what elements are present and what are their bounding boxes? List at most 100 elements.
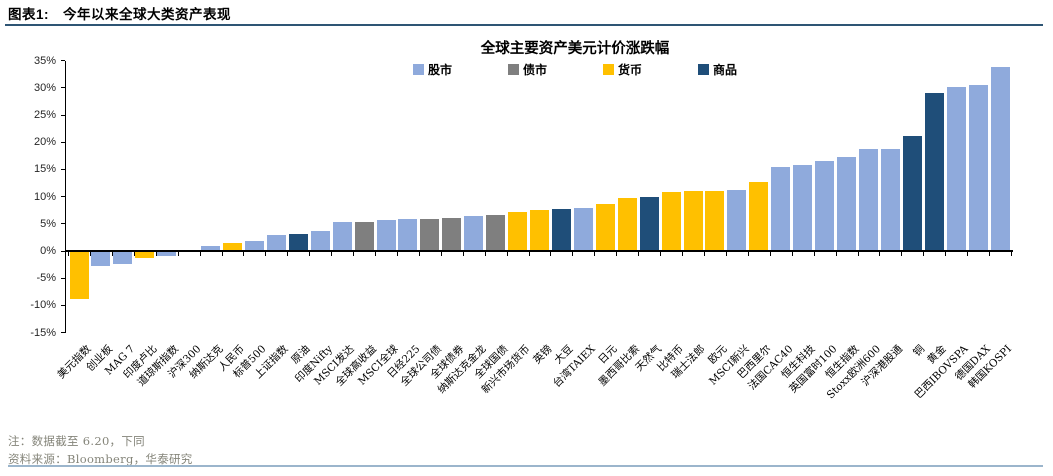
y-axis-tick-label: 30% — [33, 81, 56, 94]
bar — [771, 167, 791, 251]
bar — [486, 215, 506, 251]
x-axis-tick — [901, 252, 903, 256]
x-axis-tick — [418, 252, 420, 256]
bar — [113, 251, 133, 265]
footnote: 注：数据截至 6.20，下同 — [8, 434, 145, 448]
x-axis-tick — [682, 252, 684, 256]
bar — [902, 136, 922, 251]
x-axis-tick — [155, 252, 157, 256]
bar — [595, 204, 615, 251]
legend-swatch-commodity — [698, 64, 710, 75]
y-axis-tick-label: -5% — [36, 272, 56, 285]
bar — [398, 219, 418, 251]
bar — [858, 149, 878, 251]
x-axis-tick — [309, 252, 311, 256]
y-axis-tick — [61, 223, 65, 225]
x-axis-tick — [945, 252, 947, 256]
x-axis-label: 铜 — [910, 343, 927, 359]
chart-legend: 股市 债市 货币 商品 — [100, 61, 1050, 78]
bar — [749, 182, 769, 251]
y-axis-tick — [61, 196, 65, 198]
x-axis-tick — [89, 252, 91, 256]
y-axis-tick-label: 15% — [33, 163, 56, 176]
legend-swatch-currency — [603, 64, 614, 75]
bar — [530, 210, 550, 251]
legend-item-commodity: 商品 — [698, 61, 737, 78]
bar — [420, 218, 440, 251]
bar — [727, 190, 747, 251]
y-axis-line — [65, 60, 66, 333]
x-axis-tick — [199, 252, 201, 256]
bar — [837, 156, 857, 251]
y-axis-tick-label: -10% — [30, 299, 56, 312]
bar — [69, 251, 89, 299]
bar — [793, 165, 813, 251]
x-axis-tick — [660, 252, 662, 256]
legend-label: 股市 — [427, 63, 452, 77]
bar — [617, 198, 637, 251]
bar — [661, 191, 681, 251]
bar — [332, 222, 352, 251]
y-axis-tick — [61, 60, 65, 62]
legend-item-bond: 债市 — [507, 61, 547, 78]
x-axis-tick — [221, 252, 223, 256]
source-note: 资料来源：Bloomberg，华泰研究 — [8, 452, 193, 466]
bar — [288, 234, 308, 251]
x-axis-tick — [331, 252, 333, 256]
x-axis-tick — [528, 252, 530, 256]
x-axis-tick — [396, 252, 398, 256]
figure-header: 图表1: 今年以来全球大类资产表现 — [8, 3, 231, 23]
bar — [551, 208, 571, 251]
y-axis-tick-label: 25% — [33, 109, 56, 121]
bar — [310, 231, 330, 251]
bar — [508, 211, 528, 251]
bar — [354, 221, 374, 251]
y-axis-tick-label: 10% — [33, 190, 56, 203]
x-axis-tick — [572, 252, 574, 256]
x-axis-tick — [1011, 252, 1013, 256]
x-axis-tick — [462, 252, 464, 256]
y-axis-tick — [61, 277, 65, 279]
legend-swatch-bond — [507, 64, 519, 75]
x-axis-tick — [265, 252, 267, 256]
bar — [968, 84, 988, 251]
footer-divider — [8, 465, 1043, 467]
legend-item-currency: 货币 — [603, 61, 642, 78]
bar — [815, 161, 835, 251]
bar — [244, 241, 264, 251]
y-axis-tick — [61, 304, 65, 306]
x-axis-line — [65, 250, 1013, 252]
bar — [442, 218, 462, 251]
x-axis-tick — [769, 252, 771, 256]
header-divider — [5, 24, 1043, 26]
x-axis-tick — [704, 252, 705, 256]
x-axis-tick — [989, 252, 991, 256]
legend-label: 债市 — [522, 63, 547, 77]
legend-item-stock: 股市 — [412, 61, 452, 78]
x-axis-tick — [177, 252, 179, 256]
x-axis-tick — [813, 252, 815, 256]
x-axis-tick — [638, 252, 640, 256]
x-axis-tick — [375, 252, 377, 256]
legend-label: 商品 — [713, 63, 738, 77]
x-axis-tick — [835, 252, 837, 256]
bar — [266, 235, 286, 251]
bar — [880, 148, 900, 251]
page-title: 今年以来全球大类资产表现 — [63, 7, 232, 23]
legend-swatch-stock — [412, 64, 424, 75]
y-axis-tick — [61, 114, 65, 116]
x-axis-tick — [594, 252, 596, 256]
x-axis-tick — [506, 252, 508, 256]
y-axis-tick-label: 0% — [40, 245, 56, 257]
bar — [683, 191, 703, 251]
bar — [946, 86, 966, 251]
y-axis-tick — [61, 87, 65, 89]
bar — [91, 251, 111, 267]
x-axis-tick — [484, 252, 486, 256]
x-axis-tick — [857, 252, 859, 256]
bar — [135, 251, 155, 258]
x-axis-tick — [550, 252, 552, 256]
figure-label: 图表1: — [8, 7, 50, 22]
y-axis-tick — [61, 250, 65, 252]
